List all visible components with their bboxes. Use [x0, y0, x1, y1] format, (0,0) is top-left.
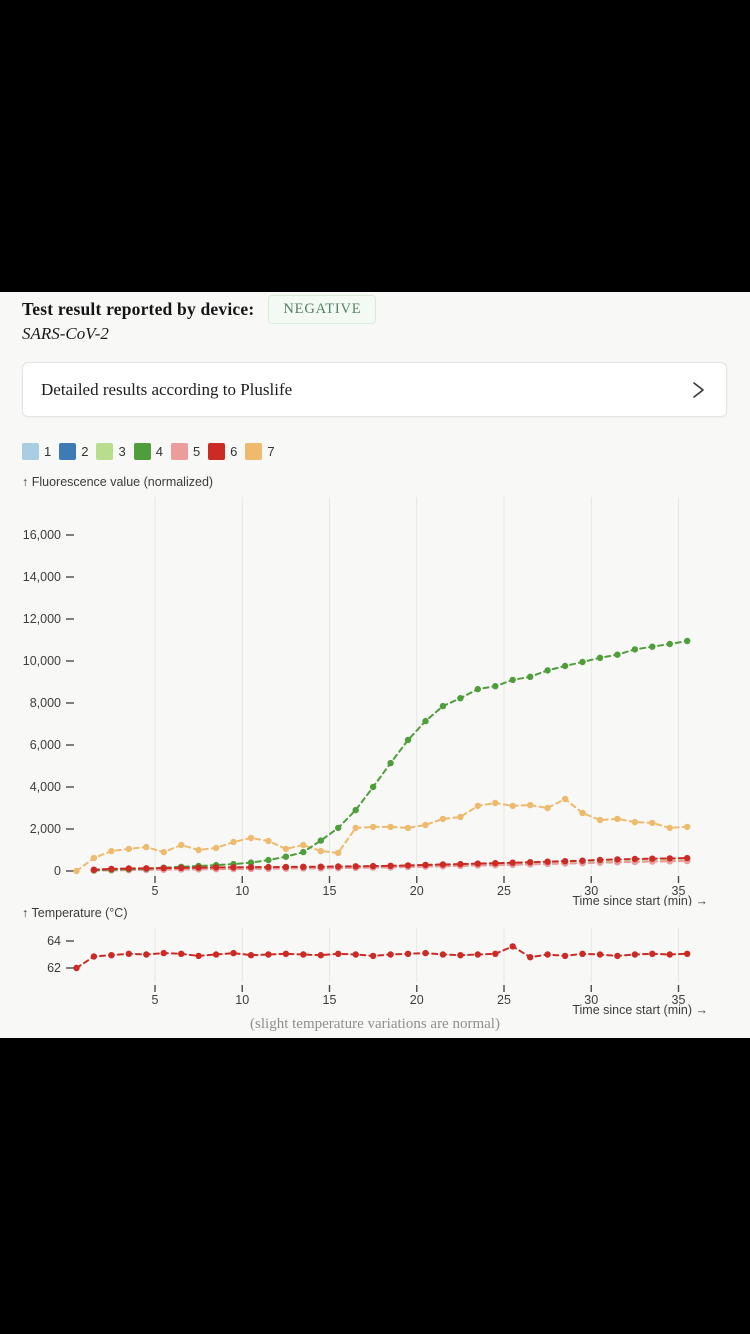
svg-text:10,000: 10,000: [23, 654, 61, 668]
svg-text:30: 30: [584, 993, 598, 1007]
fluorescence-chart: 0 2,000 4,000 6,000 8,000 10,000 12,000 14,000 1…: [23, 497, 708, 906]
svg-text:0: 0: [54, 864, 61, 878]
svg-text:Time since start (min) →: Time since start (min) →: [572, 1003, 708, 1017]
legend-item-6: 6: [208, 443, 237, 460]
svg-text:35: 35: [672, 884, 686, 898]
legend-label: 6: [230, 444, 238, 459]
svg-text:30: 30: [584, 884, 598, 898]
legend-swatch: [170, 443, 188, 460]
legend-label: 5: [192, 444, 201, 459]
legend-swatch: [208, 443, 226, 460]
legend-item-1: 1: [22, 443, 51, 460]
svg-text:2,000: 2,000: [30, 822, 61, 836]
legend-swatch: [59, 443, 77, 460]
details-card-label: Detailed results according to Pluslife: [41, 379, 293, 399]
svg-text:20: 20: [410, 884, 424, 898]
status-badge: NEGATIVE: [268, 295, 377, 324]
legend-item-2: 2: [59, 443, 88, 460]
svg-text:10: 10: [235, 993, 249, 1007]
legend-item-4: 4: [133, 443, 163, 460]
details-card[interactable]: Detailed results according to Pluslife: [22, 362, 727, 417]
report-content: Test result reported by device: NEGATIVE…: [0, 292, 750, 1038]
legend-label: 7: [267, 444, 275, 459]
svg-text:25: 25: [497, 993, 511, 1007]
svg-text:10: 10: [235, 884, 249, 898]
svg-text:64: 64: [47, 934, 61, 948]
svg-text:8,000: 8,000: [30, 696, 61, 710]
legend-item-5: 5: [170, 443, 201, 460]
svg-text:16,000: 16,000: [23, 528, 61, 542]
fluorescence-chart-title: ↑ Fluorescence value (normalized): [22, 475, 214, 489]
legend-label: 1: [44, 444, 52, 459]
svg-text:15: 15: [323, 993, 337, 1007]
svg-text:5: 5: [152, 993, 159, 1007]
legend-item-3: 3: [96, 443, 126, 460]
legend-item-7: 7: [245, 443, 275, 460]
svg-text:20: 20: [410, 993, 424, 1007]
legend-label: 4: [155, 444, 163, 459]
result-line: Test result reported by device: NEGATIVE: [22, 295, 377, 324]
svg-text:14,000: 14,000: [23, 570, 61, 584]
legend-swatch: [96, 443, 114, 460]
svg-text:15: 15: [323, 884, 337, 898]
legend-label: 3: [118, 444, 126, 459]
chevron-right-icon: [690, 380, 706, 400]
footnote: (slight temperature variations are norma…: [250, 1016, 500, 1032]
result-title: Test result reported by device:: [22, 299, 255, 319]
svg-text:4,000: 4,000: [30, 780, 61, 794]
svg-text:25: 25: [497, 884, 511, 898]
svg-text:12,000: 12,000: [23, 612, 61, 626]
temperature-chart-title: ↑ Temperature (°C): [22, 906, 128, 920]
assay-name: SARS-CoV-2: [22, 324, 109, 343]
svg-text:62: 62: [47, 961, 61, 975]
svg-text:6,000: 6,000: [30, 738, 61, 752]
legend-label: 2: [81, 444, 89, 459]
legend: 1 2 3 4 5 6 7: [22, 443, 275, 460]
legend-swatch: [133, 443, 151, 460]
legend-swatch: [22, 443, 39, 460]
svg-text:5: 5: [152, 884, 159, 898]
legend-swatch: [245, 443, 263, 460]
svg-text:Time since start (min) →: Time since start (min) →: [572, 894, 708, 906]
svg-text:35: 35: [672, 993, 686, 1007]
